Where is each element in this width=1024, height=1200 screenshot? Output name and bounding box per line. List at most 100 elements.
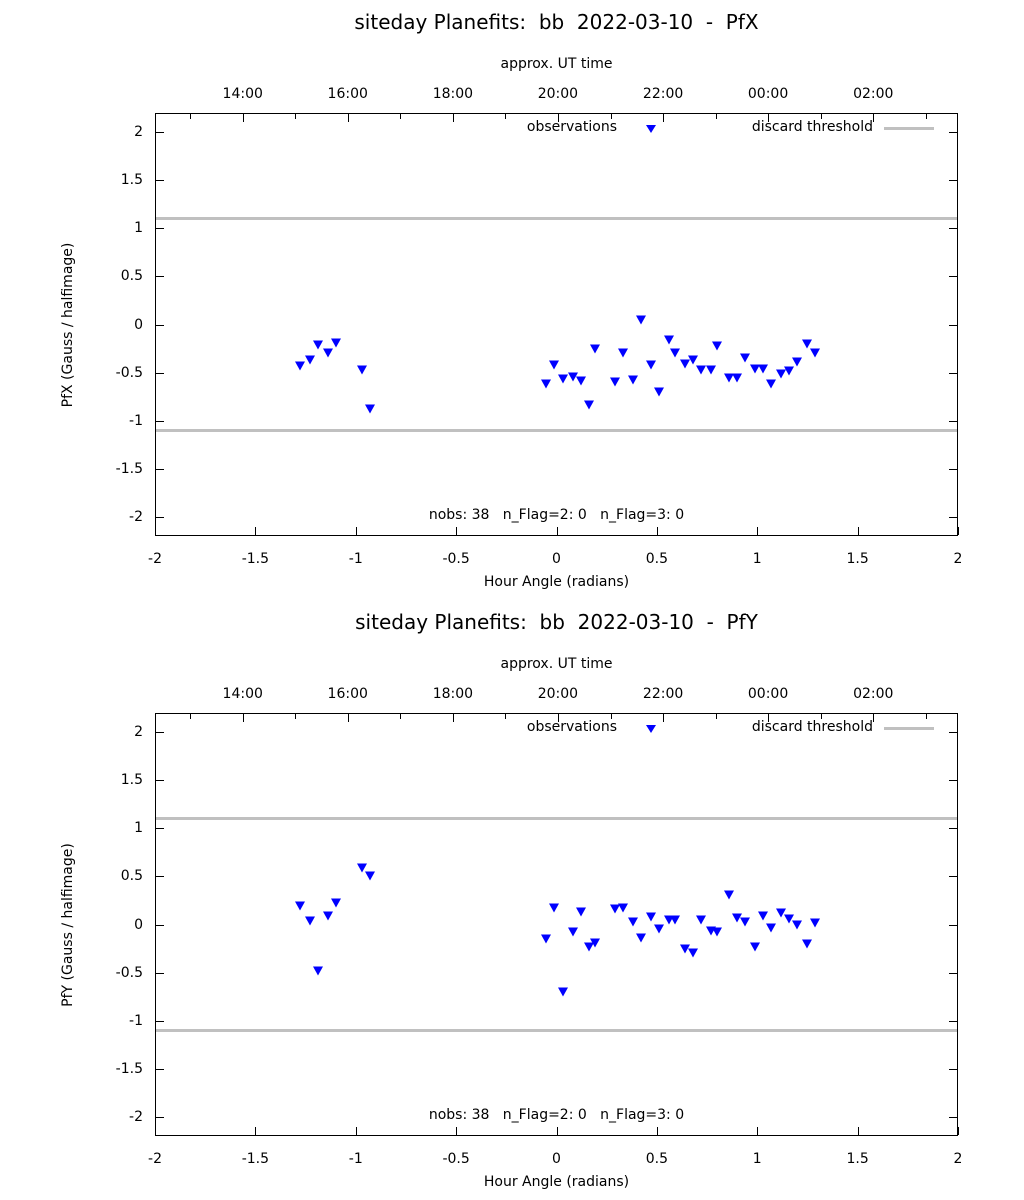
x-tick-label: 0 <box>552 1151 561 1167</box>
x-tick <box>355 527 357 535</box>
y-tick-label: 1 <box>134 820 143 837</box>
ut-time-tick <box>452 114 454 122</box>
ut-time-tick <box>820 714 822 719</box>
observation-marker <box>356 365 367 375</box>
y-tick-label: -0.5 <box>115 964 143 981</box>
ut-time-tick-label: 20:00 <box>537 686 579 702</box>
observation-marker <box>784 914 795 924</box>
observation-marker <box>758 364 769 374</box>
y-tick-left <box>156 924 164 926</box>
y-tick-right <box>949 780 957 782</box>
ut-time-tick <box>925 114 927 119</box>
observation-marker <box>688 355 698 365</box>
y-tick-right <box>949 372 957 374</box>
observation-marker <box>766 923 777 933</box>
ut-time-tick <box>873 114 875 122</box>
x-tick <box>456 1127 458 1135</box>
legend-threshold-label: discard threshold <box>751 719 873 735</box>
ut-time-tick <box>557 114 559 122</box>
observation-marker <box>810 918 821 928</box>
observation-marker <box>669 348 680 358</box>
ut-time-tick <box>715 714 717 719</box>
pfx-chart: siteday Planefits: bb 2022-03-10 - PfX a… <box>60 10 962 590</box>
y-tick-left <box>156 228 164 230</box>
y-tick-right <box>949 828 957 830</box>
observation-marker <box>304 916 315 926</box>
ut-time-tick-label: 00:00 <box>747 86 789 102</box>
legend-observations-label: observations <box>526 119 617 135</box>
plot-frame <box>155 713 958 1136</box>
ut-time-tick-label: 02:00 <box>853 686 894 702</box>
y-tick-right <box>949 228 957 230</box>
y-tick-right <box>949 732 957 734</box>
observation-marker <box>549 360 560 370</box>
ut-time-tick <box>925 714 927 719</box>
observation-marker <box>609 377 620 387</box>
observation-marker <box>669 915 680 925</box>
observation-marker <box>330 898 341 908</box>
ut-time-tick <box>295 114 297 119</box>
observation-marker <box>575 907 586 917</box>
observation-marker <box>696 915 707 925</box>
x-tick <box>757 527 759 535</box>
observation-marker <box>541 934 552 944</box>
y-tick-label: 1.5 <box>120 772 143 789</box>
y-tick-label: -1.5 <box>115 460 143 477</box>
observation-marker <box>557 987 568 997</box>
x-tick <box>958 1127 959 1135</box>
observation-marker <box>810 348 821 358</box>
legend-threshold-line-sample <box>884 727 934 730</box>
y-tick-right <box>949 1116 957 1118</box>
observation-marker <box>679 359 690 369</box>
observation-marker <box>589 344 600 354</box>
x-tick-label: -0.5 <box>442 551 470 567</box>
x-tick <box>857 527 859 535</box>
y-tick-left <box>156 972 164 974</box>
x-tick-label: -0.5 <box>442 1151 470 1167</box>
observation-marker <box>609 904 620 914</box>
ut-time-tick <box>190 114 192 119</box>
observation-marker <box>724 373 735 383</box>
x-axis-title: Hour Angle (radians) <box>483 1174 630 1190</box>
ut-time-tick <box>768 714 770 722</box>
y-tick-label: 0 <box>134 316 143 333</box>
triangle-down-icon <box>646 125 656 133</box>
ut-time-tick <box>663 714 665 722</box>
observation-marker <box>645 360 656 370</box>
observation-marker <box>330 338 341 348</box>
y-tick-left <box>156 828 164 830</box>
ut-time-tick-label: 18:00 <box>432 686 474 702</box>
y-tick-right <box>949 276 957 278</box>
legend-threshold-line-sample <box>884 127 934 130</box>
observation-marker <box>696 365 707 375</box>
observation-marker <box>304 355 315 365</box>
legend-threshold-label: discard threshold <box>751 119 873 135</box>
y-tick-label: -1 <box>129 1012 143 1029</box>
y-tick-label: -0.5 <box>115 364 143 381</box>
x-tick <box>556 1127 558 1135</box>
observation-marker <box>663 335 674 345</box>
ut-time-tick <box>768 114 770 122</box>
ut-time-tick <box>663 114 665 122</box>
ut-time-tick-label: 22:00 <box>642 686 684 702</box>
observation-marker <box>653 387 664 397</box>
x-tick-label: -1 <box>348 551 363 567</box>
x-tick <box>958 527 959 535</box>
observation-marker <box>575 376 586 386</box>
x-tick-label: 1.5 <box>846 1151 869 1167</box>
ut-time-tick <box>452 714 454 722</box>
chart-title: siteday Planefits: bb 2022-03-10 - PfX <box>354 10 759 34</box>
y-tick-label: 0 <box>134 916 143 933</box>
observation-marker <box>356 863 367 873</box>
x-tick <box>155 1127 156 1135</box>
observation-marker <box>294 901 305 911</box>
y-tick-label: -1 <box>129 412 143 429</box>
observation-marker <box>635 315 646 325</box>
discard-threshold-line <box>156 217 957 221</box>
observation-marker <box>322 911 333 921</box>
observation-marker <box>589 938 600 948</box>
observation-marker <box>617 348 628 358</box>
x-tick <box>656 527 658 535</box>
y-tick-label: 2 <box>134 124 143 141</box>
observation-marker <box>635 933 646 943</box>
